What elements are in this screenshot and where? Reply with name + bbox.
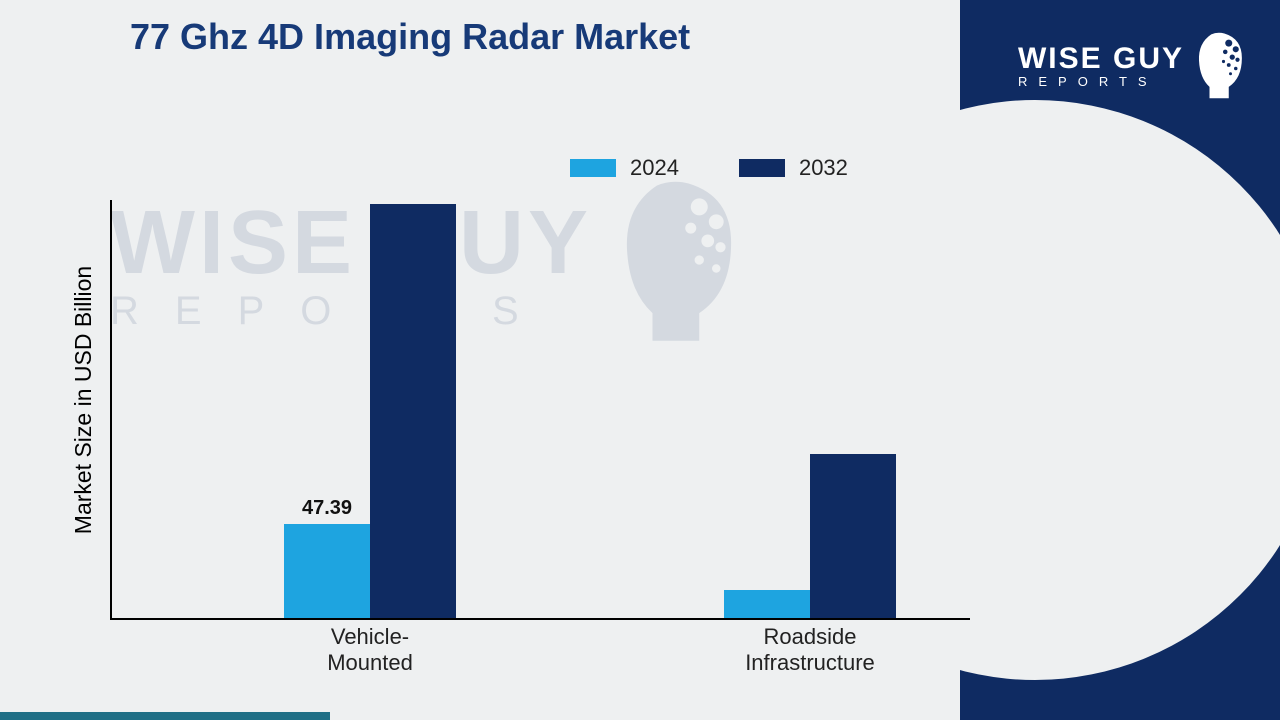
bar (284, 524, 370, 618)
legend-swatch (739, 159, 785, 177)
chart-stage: WISE GUY REPORTS WISE GUY REPORTS (0, 0, 1280, 720)
y-axis-label-wrap: Market Size in USD Billion (70, 0, 100, 170)
decor-bottom-accent (0, 712, 330, 720)
bar (810, 454, 896, 618)
category-label: RoadsideInfrastructure (700, 624, 920, 677)
y-axis-label: Market Size in USD Billion (70, 170, 97, 630)
category-label: Vehicle-Mounted (260, 624, 480, 677)
bar (724, 590, 810, 618)
legend-label: 2024 (630, 155, 679, 181)
brand-logo: WISE GUY REPORTS (1000, 20, 1250, 110)
legend-label: 2032 (799, 155, 848, 181)
y-axis (110, 200, 112, 620)
x-axis (110, 618, 970, 620)
bar-value-label: 47.39 (277, 497, 377, 520)
bar (370, 204, 456, 618)
legend-swatch (570, 159, 616, 177)
brand-sub: REPORTS (1018, 74, 1184, 89)
legend: 2024 2032 (570, 155, 848, 181)
plot-area: 47.39 (110, 200, 970, 620)
brand-head-icon (1190, 30, 1250, 100)
chart-title: 77 Ghz 4D Imaging Radar Market (130, 16, 690, 58)
brand-main: WISE GUY (1018, 42, 1184, 76)
legend-item: 2032 (739, 155, 848, 181)
legend-item: 2024 (570, 155, 679, 181)
